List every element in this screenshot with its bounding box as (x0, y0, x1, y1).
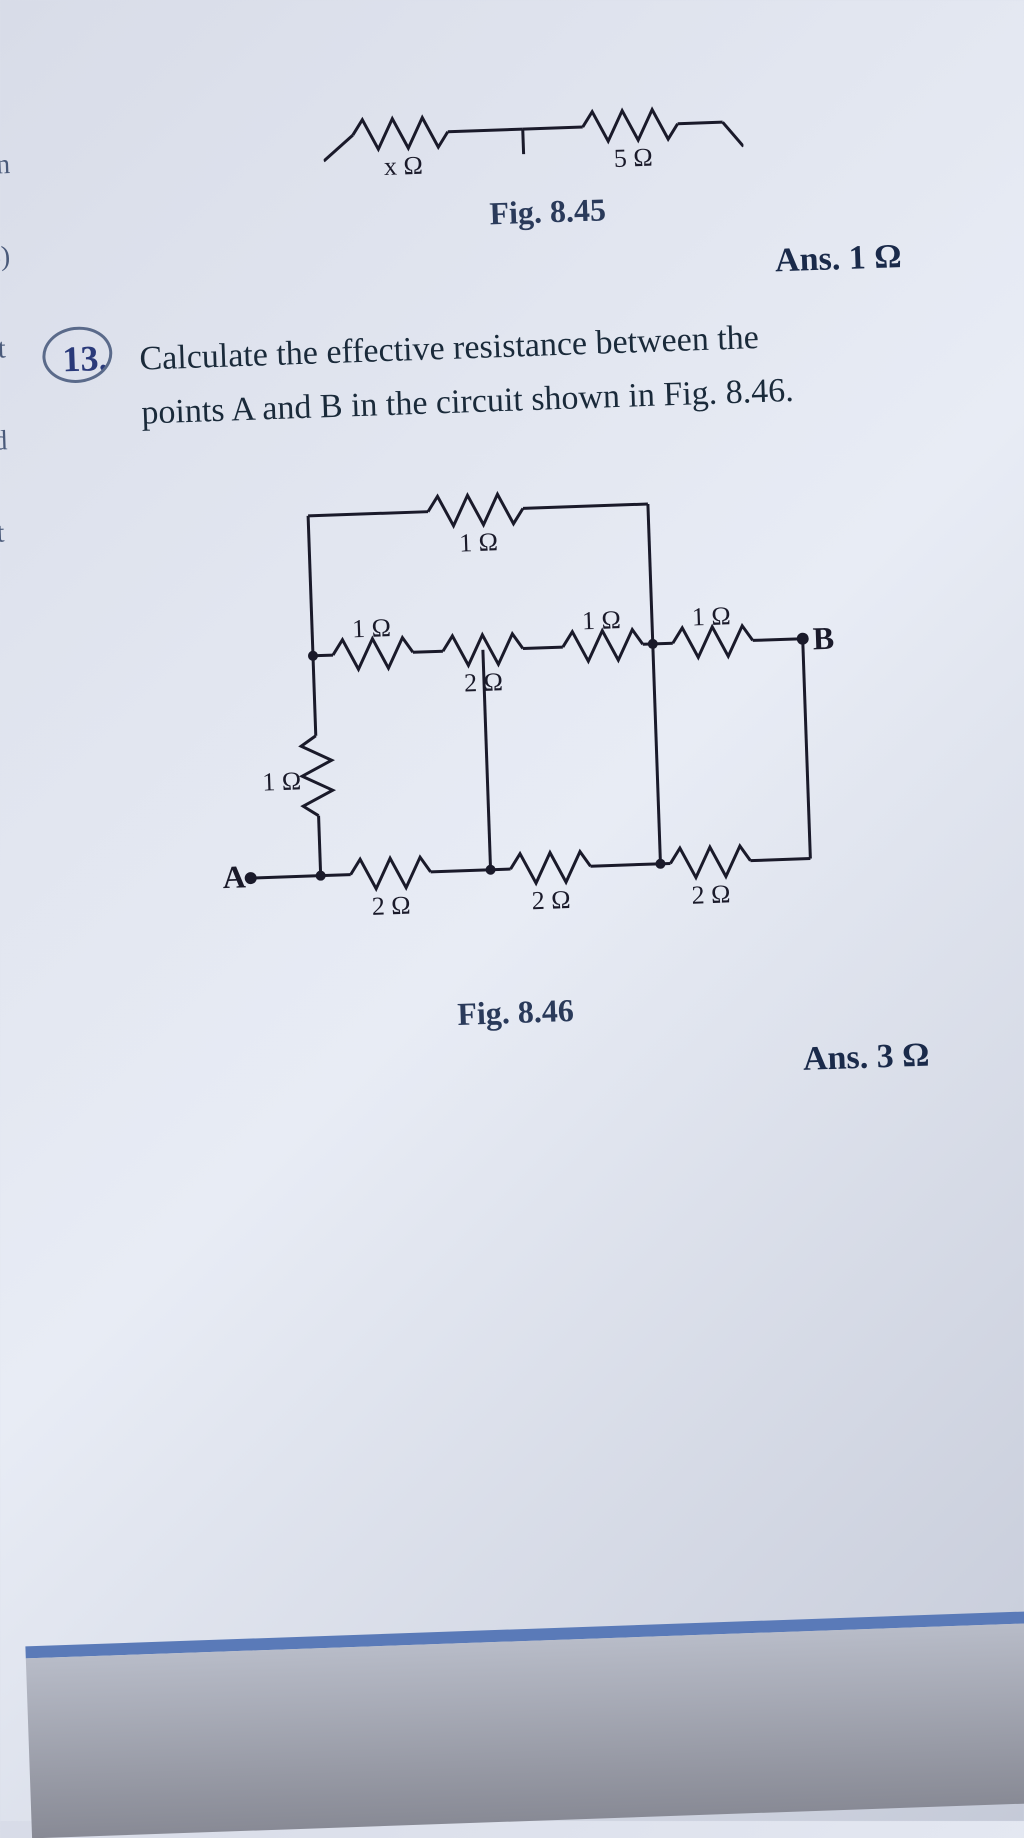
margin-text: t (0, 517, 24, 550)
circuit-node (308, 650, 318, 660)
resistor-label: 1 Ω (459, 527, 499, 558)
terminal-b-label: B (812, 619, 835, 657)
figure-caption: Fig. 8.45 (165, 180, 930, 244)
figure-caption: Fig. 8.46 (73, 978, 958, 1046)
textbook-page: v en 6) it d t x Ω 5 Ω Fig. 8.45 Ans. 1 … (0, 23, 1011, 1150)
page-edge (26, 1623, 1024, 1838)
resistor-label: x Ω (383, 151, 423, 182)
circuit-node (485, 864, 495, 874)
circuit-node (655, 858, 665, 868)
circuit-8-46: 1 Ω 1 Ω 2 Ω 1 Ω 1 Ω 1 Ω 2 Ω 2 Ω 2 Ω A B (197, 459, 814, 965)
terminal-a-label: A (222, 858, 246, 896)
top-circuit-fragment: x Ω 5 Ω (321, 75, 928, 181)
answer-text: Ans. 3 Ω (75, 1035, 960, 1104)
resistor-label: 1 Ω (352, 613, 392, 644)
resistor-label: 1 Ω (262, 766, 302, 797)
resistor-label: 2 Ω (691, 879, 731, 910)
question-13: 13. Calculate the effective resistance b… (50, 305, 937, 445)
resistor-label: 5 Ω (613, 143, 653, 174)
margin-text: 6) (0, 241, 14, 274)
terminal-a-dot (244, 872, 256, 884)
circuit-node (648, 639, 658, 649)
margin-text: it (0, 333, 17, 366)
question-number: 13. (50, 333, 121, 383)
resistor-label: 2 Ω (531, 885, 571, 916)
terminal-b-dot (796, 632, 808, 644)
resistor-label: 1 Ω (581, 605, 621, 636)
margin-text: d (0, 425, 20, 458)
margin-text: en (0, 149, 11, 182)
circuit-node (315, 870, 325, 880)
resistor-label: 2 Ω (464, 667, 504, 698)
answer-text: Ans. 1 Ω (47, 237, 932, 306)
margin-labels: v en 6) it d t (0, 57, 26, 610)
circuit-svg (197, 457, 853, 959)
resistor-label: 1 Ω (691, 601, 731, 632)
question-text: Calculate the effective resistance betwe… (139, 305, 937, 441)
margin-text: v (0, 57, 7, 90)
resistor-label: 2 Ω (371, 890, 411, 921)
